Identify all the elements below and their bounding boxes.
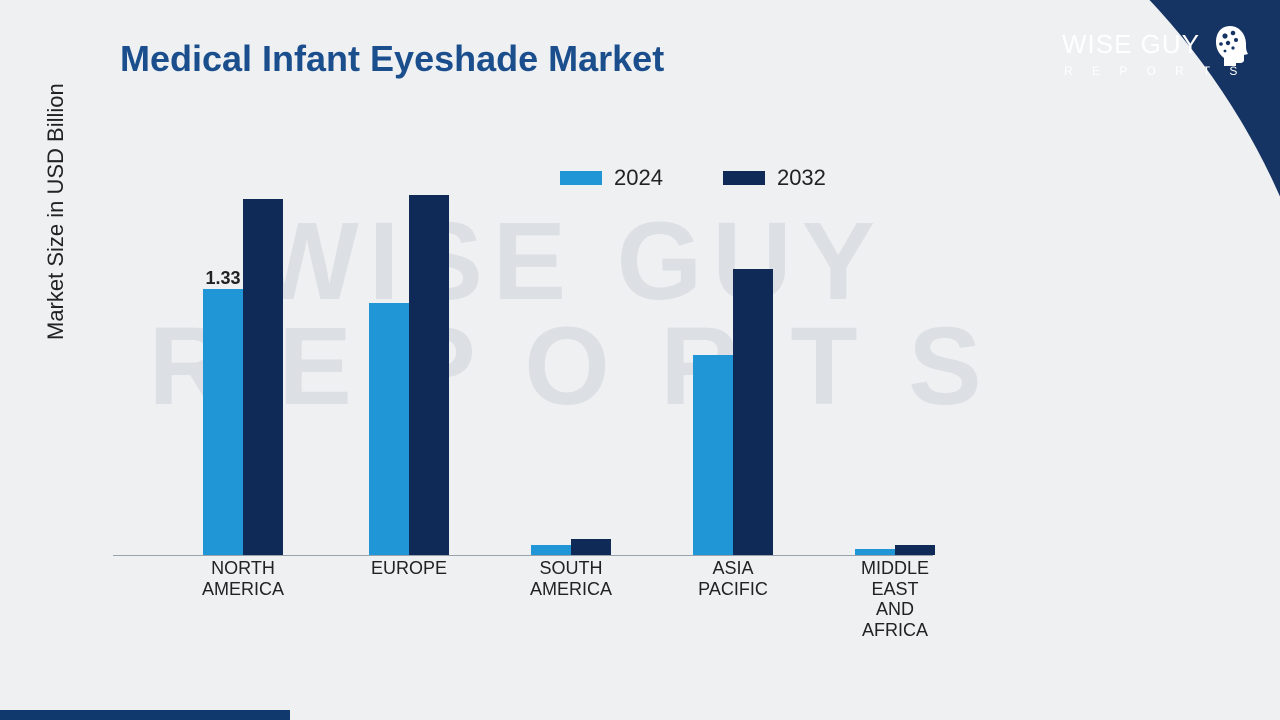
logo-main-row: WISE GUY xyxy=(1062,22,1262,66)
logo-text-main: WISE GUY xyxy=(1062,29,1200,60)
x-axis-label: ASIAPACIFIC xyxy=(658,558,808,599)
head-icon xyxy=(1206,22,1250,66)
bar-2032 xyxy=(409,195,449,555)
bar-2024: 1.33 xyxy=(203,289,243,555)
x-axis-label: SOUTHAMERICA xyxy=(496,558,646,599)
x-baseline xyxy=(113,555,933,556)
bar-group xyxy=(531,539,611,555)
bar-2024 xyxy=(531,545,571,555)
bar-value-label: 1.33 xyxy=(203,268,243,289)
bar-2032 xyxy=(895,545,935,555)
bar-group xyxy=(369,195,449,555)
chart-area: Market Size in USD Billion 1.33 NORTHAME… xyxy=(55,150,925,670)
bar-2024 xyxy=(369,303,409,555)
logo-text-sub: R E P O R T S xyxy=(1064,64,1262,78)
y-axis-label: Market Size in USD Billion xyxy=(43,83,69,340)
x-axis-label: EUROPE xyxy=(334,558,484,579)
bar-2032 xyxy=(571,539,611,555)
bar-2024 xyxy=(693,355,733,555)
bar-2032 xyxy=(733,269,773,555)
brand-logo: WISE GUY R E P O R T S xyxy=(1062,22,1262,78)
plot-area: 1.33 xyxy=(113,155,933,555)
report-canvas: WISE GUY R E P O R T S Medical Infant Ey… xyxy=(0,0,1280,720)
x-axis-label: NORTHAMERICA xyxy=(168,558,318,599)
bar-group xyxy=(693,269,773,555)
x-labels: NORTHAMERICA EUROPE SOUTHAMERICA ASIAPACIFI… xyxy=(113,558,933,668)
bar-group xyxy=(855,545,935,555)
chart-title: Medical Infant Eyeshade Market xyxy=(120,38,664,80)
bar-2032 xyxy=(243,199,283,555)
x-axis-label: MIDDLEEASTANDAFRICA xyxy=(820,558,970,641)
bottom-accent-bar xyxy=(0,710,290,720)
bar-group: 1.33 xyxy=(203,199,283,555)
